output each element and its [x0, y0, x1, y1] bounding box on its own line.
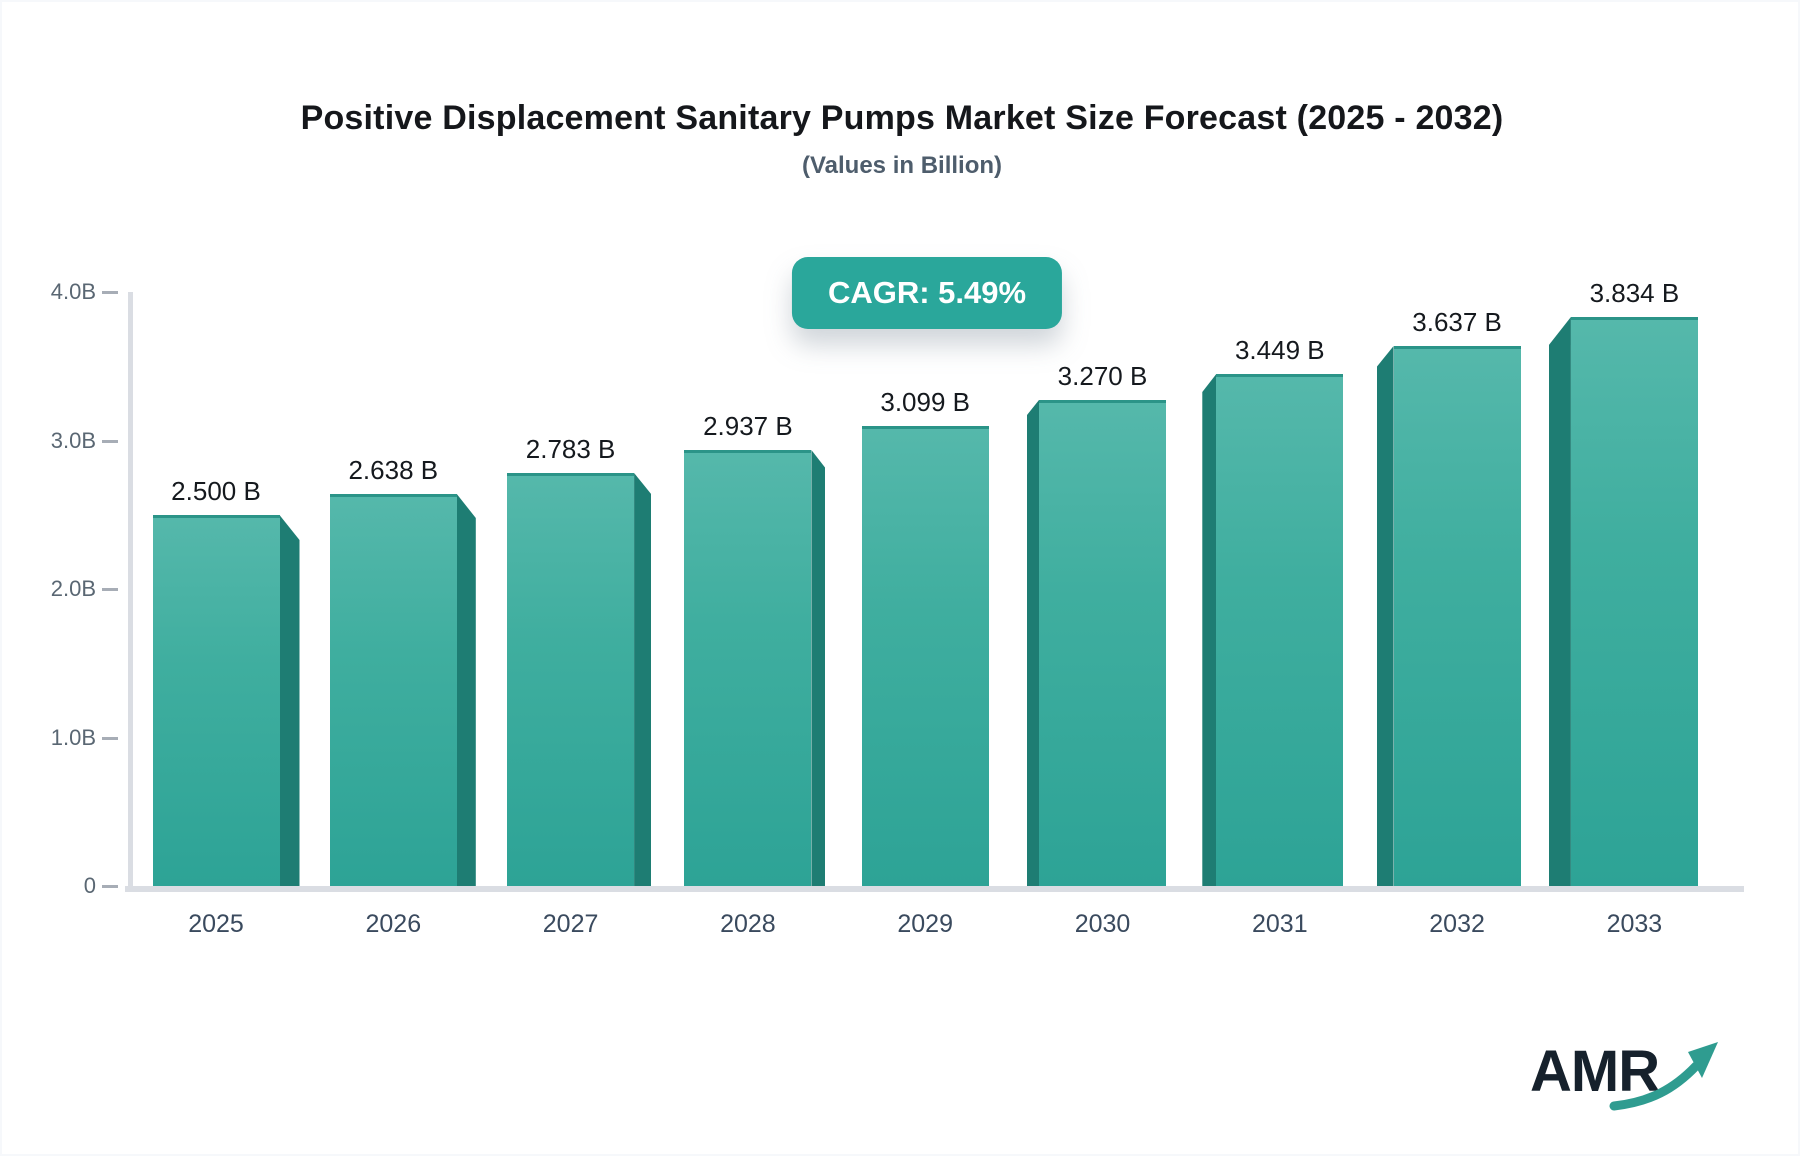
x-axis-category-label: 2028: [720, 910, 776, 938]
y-axis-tick-label: 0: [83, 873, 96, 898]
x-axis-category-label: 2027: [542, 910, 599, 938]
bar: [329, 494, 457, 886]
y-axis-tick: [102, 885, 118, 888]
bar-side-3d: [1202, 374, 1217, 886]
x-axis-category-label: 2031: [1251, 910, 1308, 938]
bar: [1039, 400, 1166, 886]
x-axis-category-label: 2026: [365, 910, 422, 938]
y-axis-tick-label: 1.0B: [50, 725, 96, 750]
bar-value-label: 3.270 B: [1057, 361, 1148, 391]
bar: [1216, 374, 1344, 886]
x-axis-category-label: 2032: [1429, 910, 1485, 938]
x-axis-category-label: 2025: [188, 910, 244, 938]
y-axis-tick-label: 2.0B: [50, 576, 96, 601]
bar-value-label: 3.099 B: [880, 387, 971, 417]
bar-side-3d: [1027, 400, 1039, 886]
x-axis-category-label: 2030: [1074, 910, 1131, 938]
x-axis-category-label: 2033: [1606, 910, 1663, 938]
y-axis-line: [128, 292, 133, 892]
bar: [861, 426, 989, 886]
bar: [1393, 346, 1521, 886]
y-axis-tick-label: 3.0B: [50, 428, 96, 453]
bar-value-label: 3.637 B: [1412, 307, 1502, 337]
bar: [1570, 317, 1698, 886]
amr-logo-text: AMR: [1530, 1039, 1660, 1104]
x-axis-category-label: 2029: [897, 910, 953, 938]
growth-arrow-icon: [1609, 1042, 1718, 1111]
bar-value-label: 3.834 B: [1589, 278, 1680, 308]
y-axis-tick: [102, 737, 118, 740]
amr-logo: AMR: [1530, 1038, 1750, 1128]
bar-side-3d: [1548, 317, 1571, 886]
bar-value-label: 2.638 B: [348, 455, 439, 485]
bar-side-3d: [634, 473, 652, 886]
chart-title: Positive Displacement Sanitary Pumps Mar…: [300, 99, 1504, 137]
bar-value-label: 2.500 B: [171, 476, 261, 506]
bar-side-3d: [1376, 346, 1394, 886]
bar: [507, 473, 635, 886]
y-axis-tick-label: 4.0B: [50, 279, 96, 304]
y-axis-tick: [102, 588, 118, 591]
cagr-badge: CAGR: 5.49%: [791, 257, 1063, 329]
bar-value-label: 2.937 B: [703, 411, 793, 441]
bar-side-3d: [811, 450, 826, 886]
y-axis-tick: [102, 291, 118, 294]
y-axis-tick: [102, 440, 118, 443]
bar: [684, 450, 812, 886]
bar-value-label: 3.449 B: [1234, 335, 1325, 365]
bar-side-3d: [456, 494, 476, 886]
bar: [152, 515, 280, 886]
x-axis-line: [125, 886, 1744, 892]
chart-subtitle: (Values in Billion): [801, 152, 1003, 179]
bar-side-3d: [279, 515, 300, 886]
bar-value-label: 2.783 B: [525, 434, 616, 464]
